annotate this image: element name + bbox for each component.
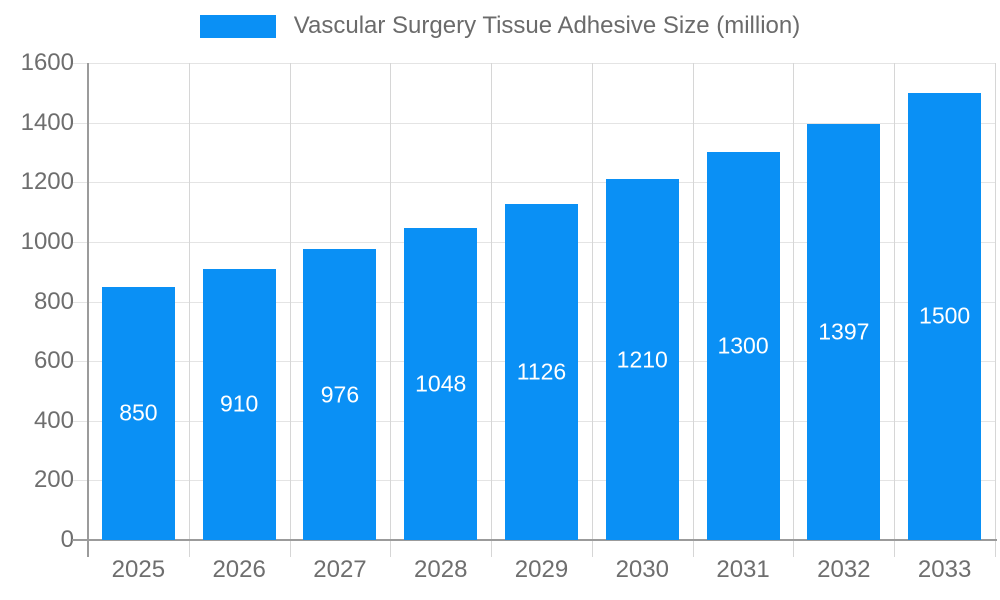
y-axis-tick-label: 800 bbox=[33, 287, 74, 315]
bar-value-label: 1048 bbox=[415, 370, 467, 397]
y-axis-line bbox=[87, 63, 89, 557]
y-gridline bbox=[72, 63, 995, 64]
bar-2028[interactable] bbox=[404, 227, 478, 540]
x-axis-tick-label: 2029 bbox=[514, 556, 569, 583]
bar-2025[interactable] bbox=[101, 286, 175, 540]
y-axis-tick-label: 200 bbox=[33, 466, 74, 494]
y-axis-tick-label: 1400 bbox=[20, 108, 74, 136]
y-axis-tick-label: 400 bbox=[33, 406, 74, 434]
bar-value-label: 1126 bbox=[516, 358, 567, 385]
bar-value-label: 1210 bbox=[616, 346, 668, 373]
x-axis-tick-label: 2027 bbox=[313, 556, 367, 583]
x-axis-tick-label: 2033 bbox=[917, 556, 972, 583]
x-gridline bbox=[289, 63, 291, 557]
x-gridline bbox=[894, 63, 896, 557]
x-axis-tick-label: 2031 bbox=[716, 556, 770, 583]
bar-2029[interactable] bbox=[505, 204, 578, 540]
x-gridline bbox=[692, 63, 694, 557]
y-axis-tick-label: 600 bbox=[33, 347, 74, 375]
bar-2030[interactable] bbox=[605, 179, 679, 540]
x-axis-tick-label: 2030 bbox=[615, 556, 669, 583]
bar-value-label: 976 bbox=[320, 381, 360, 407]
bar-value-label: 850 bbox=[119, 399, 158, 426]
y-axis-tick-label: 1600 bbox=[20, 49, 74, 76]
bar-value-label: 1300 bbox=[717, 332, 769, 359]
x-axis-tick-label: 2028 bbox=[414, 556, 468, 583]
bar-value-label: 1500 bbox=[919, 302, 971, 329]
bar-2031[interactable] bbox=[706, 152, 780, 540]
bar-2027[interactable] bbox=[303, 249, 377, 540]
y-axis-tick-label: 0 bbox=[60, 526, 74, 553]
y-gridline bbox=[72, 122, 995, 124]
y-gridline bbox=[72, 182, 995, 184]
chart-legend[interactable]: Vascular Surgery Tissue Adhesive Size (m… bbox=[0, 12, 1000, 40]
y-axis-tick-label: 1200 bbox=[20, 168, 74, 196]
x-gridline bbox=[390, 63, 392, 557]
x-gridline bbox=[188, 63, 190, 557]
y-axis-tick-label: 1000 bbox=[20, 227, 74, 255]
bar-value-label: 1397 bbox=[818, 318, 870, 345]
x-gridline bbox=[793, 63, 795, 557]
x-gridline bbox=[491, 63, 493, 557]
bar-2026[interactable] bbox=[202, 268, 276, 540]
x-gridline bbox=[995, 63, 996, 557]
bar-2032[interactable] bbox=[807, 123, 881, 540]
legend-label: Vascular Surgery Tissue Adhesive Size (m… bbox=[293, 12, 801, 39]
legend-swatch bbox=[199, 14, 276, 38]
x-gridline bbox=[591, 63, 593, 557]
bar-value-label: 910 bbox=[219, 390, 259, 417]
x-axis-tick-label: 2032 bbox=[817, 556, 871, 583]
x-axis-line bbox=[72, 539, 997, 541]
x-axis-tick-label: 2025 bbox=[111, 556, 166, 583]
x-axis-tick-label: 2026 bbox=[212, 556, 266, 583]
bar-2033[interactable] bbox=[908, 92, 982, 540]
